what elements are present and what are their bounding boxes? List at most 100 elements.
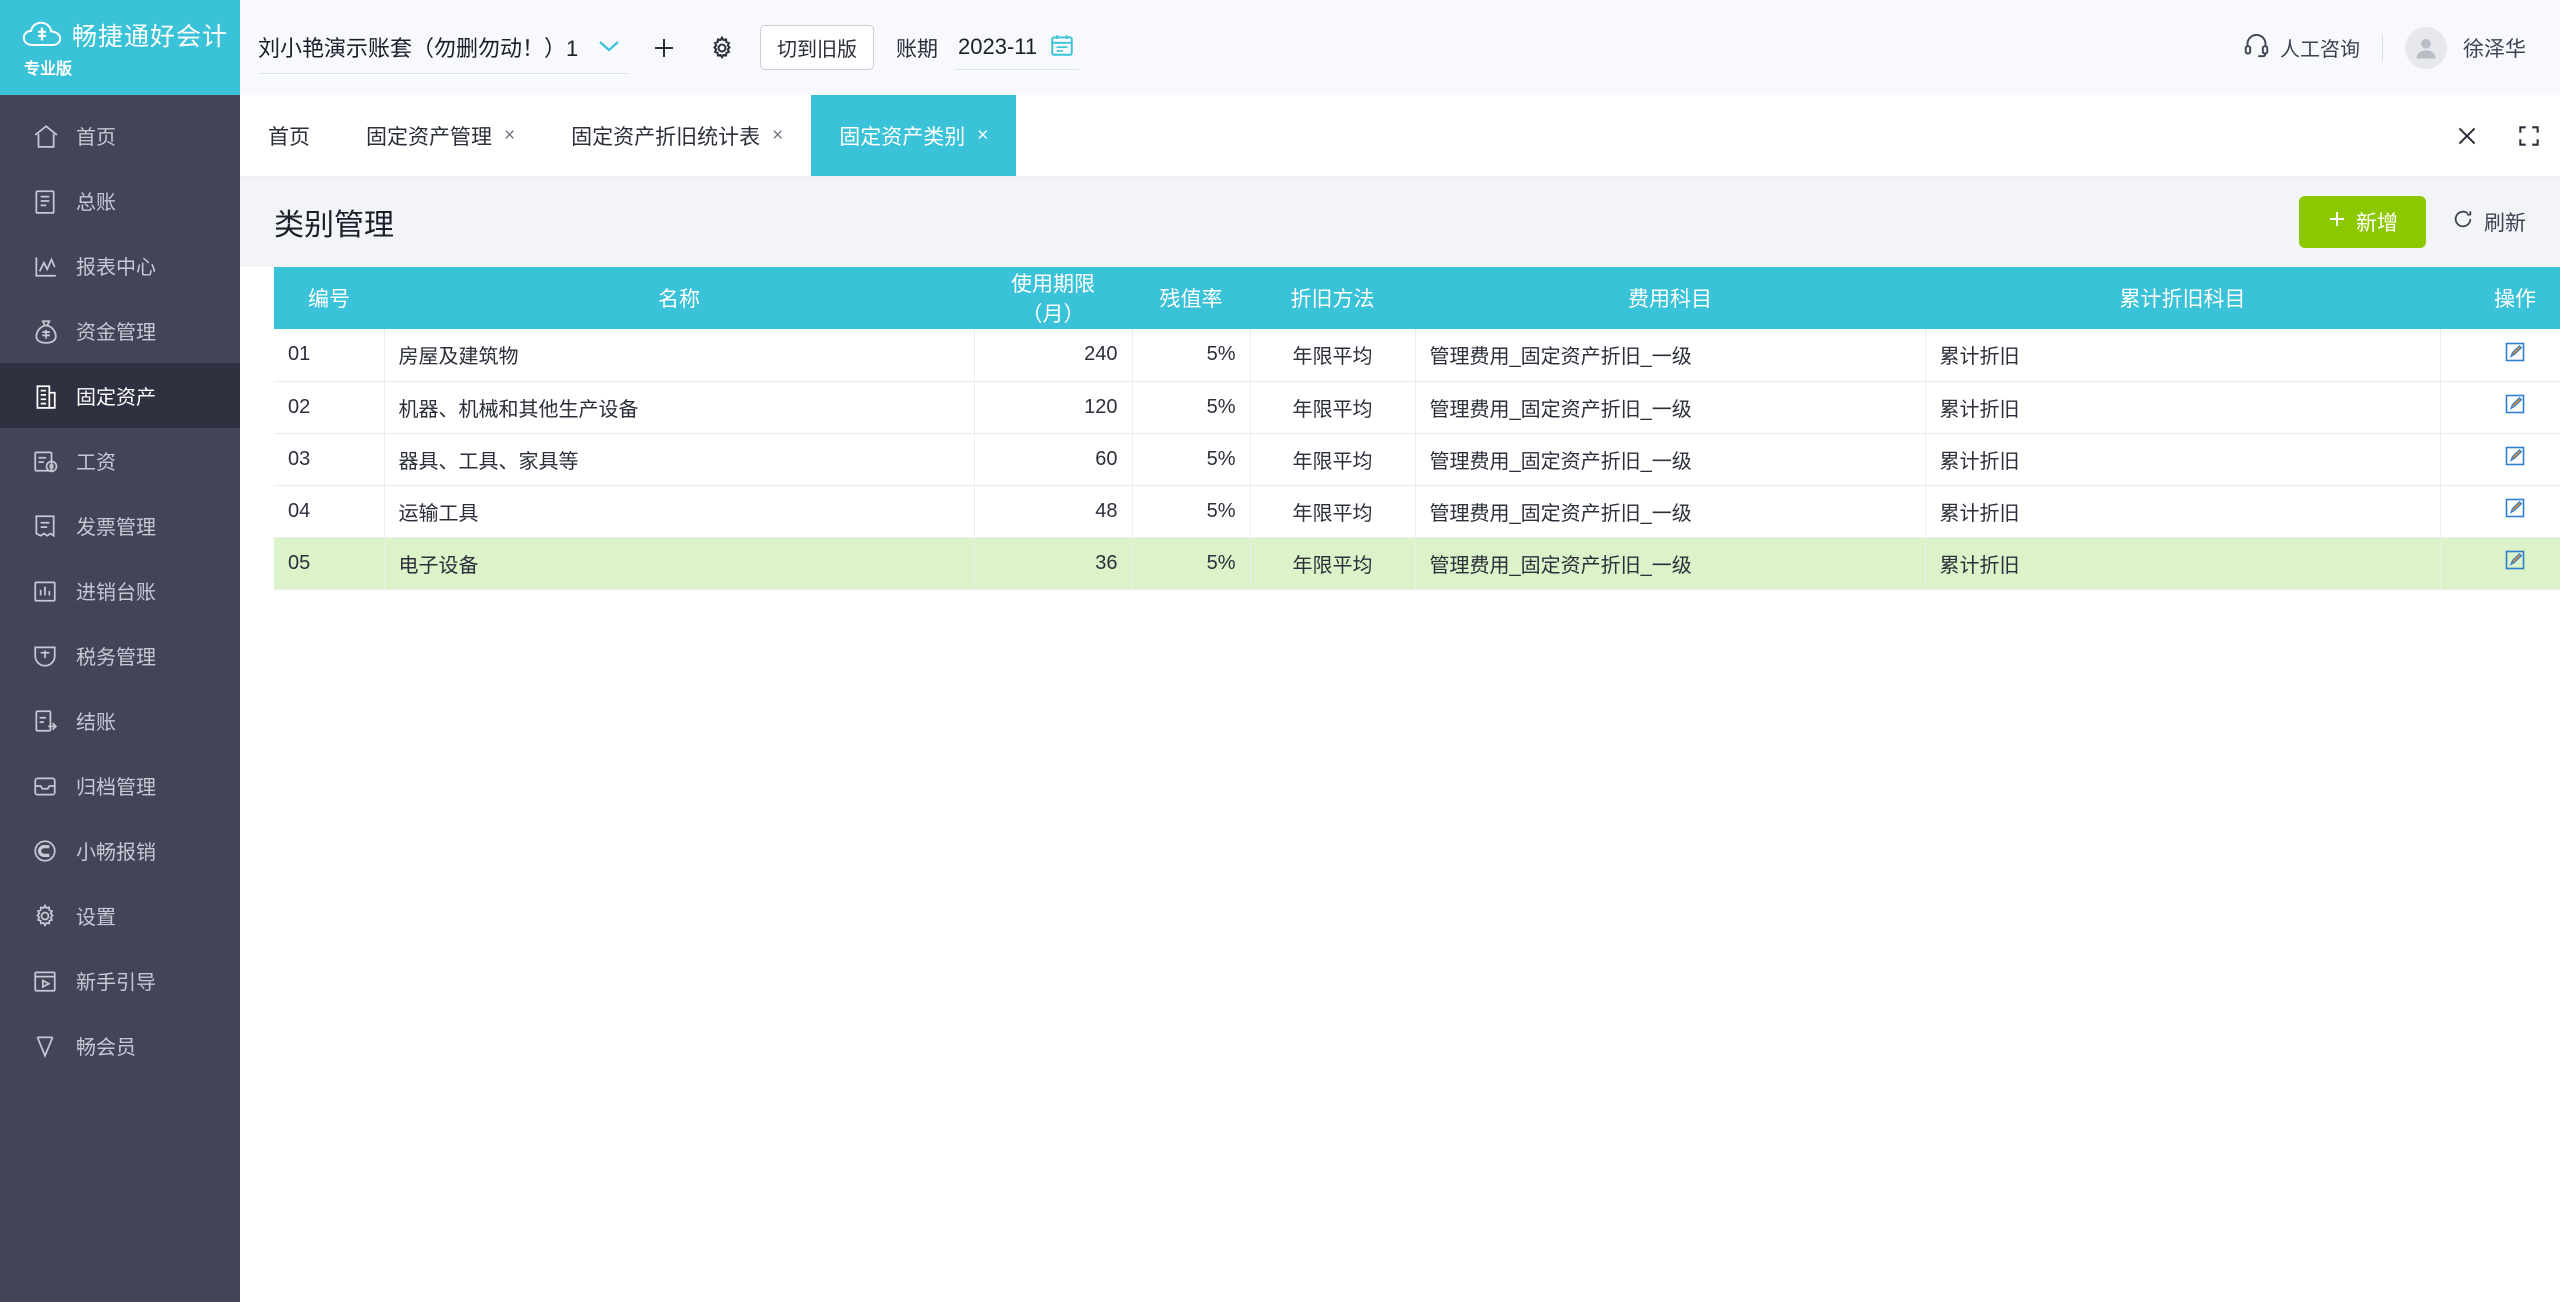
sidebar-item-15[interactable]: 畅会员: [0, 1013, 240, 1078]
sidebar-item-label: 固定资产: [76, 387, 156, 409]
tab-close-icon[interactable]: ×: [772, 124, 784, 146]
refresh-button[interactable]: 刷新: [2452, 207, 2526, 237]
sidebar-item-4[interactable]: 资金管理: [0, 298, 240, 363]
period-selector[interactable]: 2023-11: [954, 26, 1080, 70]
tab-label: 固定资产类别: [839, 125, 966, 149]
table-row[interactable]: 04 运输工具 48 5% 年限平均 管理费用_固定资产折旧_一级 累计折旧: [274, 485, 2560, 538]
divider: [2382, 34, 2383, 61]
page-header: 类别管理 新增: [240, 177, 2560, 267]
username-label[interactable]: 徐泽华: [2463, 37, 2526, 61]
cell-salvage: 5%: [1132, 485, 1251, 538]
reimburse-icon: [32, 838, 58, 864]
cell-life: 36: [974, 537, 1133, 590]
building-icon: [32, 383, 58, 409]
page-actions: 新增 刷新: [2299, 196, 2526, 248]
table-header-cell: 费用科目: [1415, 267, 1925, 329]
cell-expense-account: 管理费用_固定资产折旧_一级: [1415, 329, 1926, 382]
edit-pencil-icon[interactable]: [2503, 444, 2527, 468]
cell-expense-account: 管理费用_固定资产折旧_一级: [1415, 433, 1926, 486]
stock-ledger-icon: [32, 578, 58, 604]
cell-name: 房屋及建筑物: [384, 329, 975, 382]
cell-no: 04: [274, 485, 385, 538]
sidebar: 畅捷通好会计 专业版 首页总账 报表中心资金管理固定资产工资发票管理进销台账税务管…: [0, 0, 240, 1302]
tab-4[interactable]: 固定资产类别 ×: [811, 95, 1017, 176]
sidebar-item-14[interactable]: 新手引导: [0, 948, 240, 1013]
cell-name: 电子设备: [384, 537, 975, 590]
home-icon: [32, 123, 58, 149]
sidebar-item-11[interactable]: 归档管理: [0, 753, 240, 818]
sidebar-item-6[interactable]: 工资: [0, 428, 240, 493]
brand-logo[interactable]: 畅捷通好会计 专业版: [0, 0, 240, 95]
account-set-selector[interactable]: 刘小艳演示账套（勿删勿动！）1: [258, 22, 628, 74]
close-icon[interactable]: [2436, 95, 2498, 176]
sidebar-item-13[interactable]: 设置: [0, 883, 240, 948]
fullscreen-icon[interactable]: [2498, 95, 2560, 176]
edit-pencil-icon[interactable]: [2503, 392, 2527, 416]
cell-accum-account: 累计折旧: [1925, 537, 2441, 590]
cell-operation: [2440, 433, 2560, 486]
sidebar-item-1[interactable]: 首页: [0, 103, 240, 168]
sidebar-item-5[interactable]: 固定资产: [0, 363, 240, 428]
sidebar-item-8[interactable]: 进销台账: [0, 558, 240, 623]
cell-no: 03: [274, 433, 385, 486]
vip-icon: [32, 1033, 58, 1059]
table-row[interactable]: 02 机器、机械和其他生产设备 120 5% 年限平均 管理费用_固定资产折旧_一级 累计折…: [274, 381, 2560, 434]
sidebar-item-12[interactable]: 小畅报销: [0, 818, 240, 883]
content-area: 类别管理 新增: [240, 177, 2560, 1302]
tab-1[interactable]: 首页: [240, 95, 338, 176]
edit-pencil-icon[interactable]: [2503, 496, 2527, 520]
guide-play-icon: [32, 968, 58, 994]
consult-button[interactable]: 人工咨询: [2243, 31, 2360, 64]
topbar-right-group: 人工咨询 徐泽华: [2243, 26, 2560, 69]
edit-pencil-icon[interactable]: [2503, 548, 2527, 572]
gear-icon[interactable]: [700, 26, 744, 70]
cell-no: 05: [274, 537, 385, 590]
cell-salvage: 5%: [1132, 433, 1251, 486]
tab-close-icon[interactable]: ×: [504, 124, 516, 146]
switch-old-version-button[interactable]: 切到旧版: [760, 25, 874, 70]
tax-icon: [32, 643, 58, 669]
tab-2[interactable]: 固定资产管理 ×: [338, 95, 543, 176]
cell-name: 运输工具: [384, 485, 975, 538]
sidebar-item-label: 畅会员: [76, 1037, 136, 1059]
table-header: 编号 名称 使用期限（月） 残值率 折旧方法 费用科目 累计折旧科目 操作: [274, 267, 2560, 329]
cell-salvage: 5%: [1132, 537, 1251, 590]
calendar-icon[interactable]: [1049, 32, 1075, 63]
sidebar-item-label: 新手引导: [76, 972, 156, 994]
add-account-set-button[interactable]: [642, 26, 686, 70]
table-row[interactable]: 03 器具、工具、家具等 60 5% 年限平均 管理费用_固定资产折旧_一级 累计折旧: [274, 433, 2560, 486]
page-title: 类别管理: [274, 209, 394, 242]
brand-name: 畅捷通好会计: [72, 22, 229, 51]
sidebar-item-3[interactable]: 报表中心: [0, 233, 240, 298]
consult-label: 人工咨询: [2280, 39, 2360, 61]
sidebar-item-9[interactable]: 税务管理: [0, 623, 240, 688]
sidebar-item-2[interactable]: 总账: [0, 168, 240, 233]
sidebar-item-label: 资金管理: [76, 322, 156, 344]
payroll-icon: [32, 448, 58, 474]
cell-expense-account: 管理费用_固定资产折旧_一级: [1415, 485, 1926, 538]
cell-salvage: 5%: [1132, 381, 1251, 434]
tab-3[interactable]: 固定资产折旧统计表 ×: [543, 95, 811, 176]
refresh-icon: [2452, 208, 2474, 236]
cell-no: 02: [274, 381, 385, 434]
sidebar-item-label: 工资: [76, 452, 116, 474]
period-label: 账期: [896, 37, 938, 61]
table-row[interactable]: 05 电子设备 36 5% 年限平均 管理费用_固定资产折旧_一级 累计折旧: [274, 537, 2560, 590]
sidebar-item-label: 首页: [76, 127, 116, 149]
table-row[interactable]: 01 房屋及建筑物 240 5% 年限平均 管理费用_固定资产折旧_一级 累计折旧: [274, 329, 2560, 382]
settle-icon: [32, 708, 58, 734]
user-avatar-icon[interactable]: [2405, 26, 2447, 69]
cell-method: 年限平均: [1250, 433, 1416, 486]
add-category-label: 新增: [2356, 212, 2398, 235]
add-category-button[interactable]: 新增: [2299, 196, 2426, 248]
sidebar-item-7[interactable]: 发票管理: [0, 493, 240, 558]
tab-close-icon[interactable]: ×: [977, 124, 989, 146]
sidebar-item-10[interactable]: 结账: [0, 688, 240, 753]
cell-name: 机器、机械和其他生产设备: [384, 381, 975, 434]
refresh-label: 刷新: [2484, 212, 2526, 235]
chart-icon: [32, 253, 58, 279]
chevron-down-icon[interactable]: [596, 34, 628, 60]
edit-pencil-icon[interactable]: [2503, 340, 2527, 364]
sidebar-item-label: 进销台账: [76, 582, 156, 604]
